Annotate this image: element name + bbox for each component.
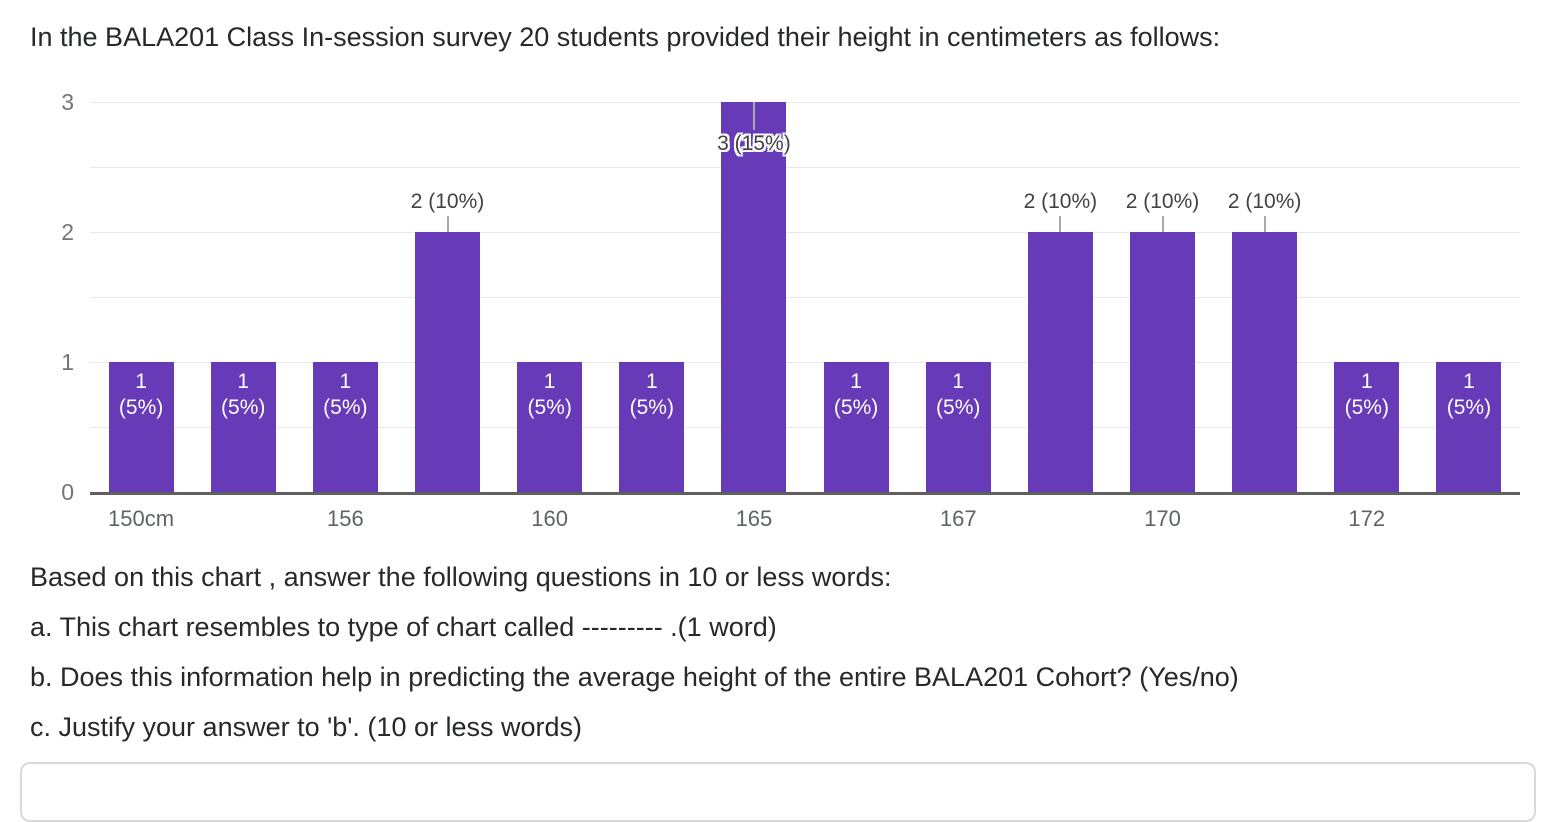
bar-value-label: 3 (15%): [717, 132, 791, 155]
bar-value-label: 1 (5%): [118, 370, 164, 419]
bar: 2 (10%): [1024, 190, 1097, 492]
bar-value-label: 2 (10%): [1023, 190, 1098, 213]
bar-value-label: 1 (5%): [936, 370, 981, 419]
bar-value-label: 1 (5%): [221, 370, 266, 419]
label-leader-line: [1263, 216, 1266, 232]
x-axis-label: 170: [1144, 506, 1181, 531]
bar: 1 (5%): [619, 362, 685, 492]
bar: 1 (5%): [312, 362, 378, 492]
label-leader-line: [446, 216, 449, 232]
bar-value-label: 1 (5%): [833, 370, 879, 419]
bar-value-label: 1 (5%): [1446, 370, 1492, 419]
answer-input[interactable]: [20, 762, 1536, 822]
survey-question-title: In the BALA201 Class In-session survey 2…: [30, 22, 1221, 52]
question-c: c. Justify your answer to 'b'. (10 or le…: [30, 712, 582, 742]
bar: 1 (5%): [517, 362, 583, 492]
bar-value-label: 2 (10%): [1125, 190, 1200, 213]
bar-value-label: 2 (10%): [1227, 190, 1302, 213]
bar: 1 (5%): [925, 362, 991, 492]
bar: 3 (15%): [717, 102, 791, 492]
x-axis-label: 150cm: [108, 506, 175, 531]
bar: 1 (5%): [1334, 362, 1400, 492]
y-axis-label: 1: [61, 349, 74, 375]
x-axis-label: 156: [326, 506, 364, 531]
bar-value-label: 1 (5%): [629, 370, 674, 419]
bar: 2 (10%): [1228, 190, 1301, 492]
label-leader-line: [752, 102, 755, 130]
chart-instruction: Based on this chart , answer the followi…: [30, 562, 892, 592]
label-leader-line: [1059, 216, 1062, 232]
bar: 1 (5%): [1436, 362, 1502, 492]
x-axis-label: 172: [1348, 506, 1386, 531]
bar: 1 (5%): [210, 362, 276, 492]
bar: 2 (10%): [1126, 190, 1199, 492]
label-leader-line: [1161, 216, 1164, 232]
bar-value-label: 1 (5%): [323, 370, 368, 419]
question-block: Based on this chart , answer the followi…: [30, 552, 1540, 752]
y-axis-label: 3: [61, 89, 74, 115]
x-axis-label: 160: [531, 506, 568, 531]
bar: 2 (10%): [411, 190, 484, 492]
bar: 1 (5%): [108, 362, 174, 492]
height-bar-chart: 0 1 2 3 1 (5%) 1 (5%) 1 (5%) 2 (10%) 1 (5%) 1 (5%) 3 (1…: [61, 89, 1520, 531]
question-b: b. Does this information help in predict…: [30, 662, 1239, 692]
bar-value-label: 1 (5%): [1344, 370, 1389, 419]
bar: 1 (5%): [823, 362, 889, 492]
bar-value-label: 2 (10%): [410, 190, 485, 213]
bar-value-label: 1 (5%): [527, 370, 572, 419]
x-axis-label: 165: [735, 506, 773, 531]
question-a: a. This chart resembles to type of chart…: [30, 612, 777, 642]
y-axis-label: 0: [61, 479, 74, 505]
y-axis-label: 2: [61, 219, 74, 245]
x-axis-label: 167: [939, 506, 977, 531]
plot-area: 0 1 2 3 1 (5%) 1 (5%) 1 (5%) 2 (10%) 1 (5%) 1 (5%) 3 (1…: [61, 89, 1520, 531]
